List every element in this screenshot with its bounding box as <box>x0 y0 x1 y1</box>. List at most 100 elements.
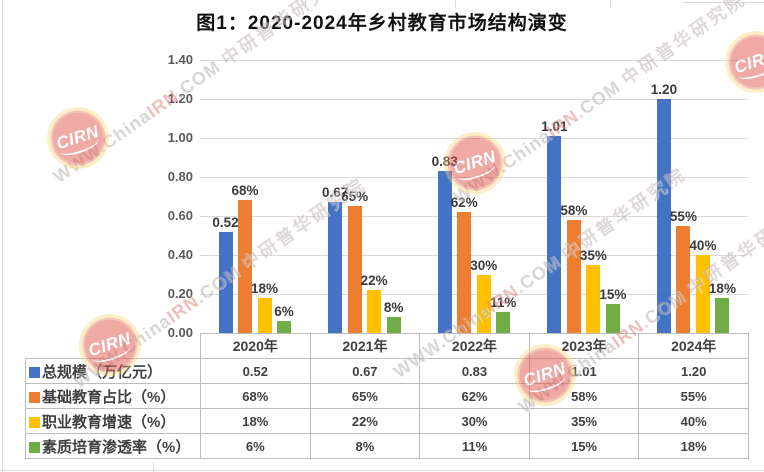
table-value-cell: 8% <box>309 433 421 459</box>
cirn-logo-text: CIRN <box>732 45 764 78</box>
bar-2020年-s1 <box>238 200 253 333</box>
bar-2020年-s2 <box>257 297 272 333</box>
data-table: 2020年 2021年 2022年 2023年 2024年总规模（万亿元） 0.52 0.6… <box>25 333 749 459</box>
series-name: 总规模（万亿元） <box>42 363 163 381</box>
bar-2024年-s2 <box>695 255 710 333</box>
table-value-cell: 6% <box>200 433 311 459</box>
table-value-cell: 62% <box>419 383 530 409</box>
y-axis-tick-label: 1.20 <box>167 91 193 106</box>
bar-value-label: 40% <box>689 238 717 253</box>
bar-value-label: 15% <box>599 286 627 302</box>
table-value-cell: 35% <box>528 408 640 434</box>
category-header: 2021年 <box>309 333 421 359</box>
table-value-cell: 15% <box>528 433 640 459</box>
legend-key-icon <box>29 366 40 378</box>
gridline <box>200 60 748 61</box>
logo-swoosh <box>57 133 101 159</box>
bar-2023年-s0 <box>547 136 562 333</box>
legend-key-icon <box>29 441 40 453</box>
bar-value-label: 68% <box>231 183 259 199</box>
bar-value-label: 1.20 <box>650 82 678 97</box>
bar-2021年-s2 <box>367 290 382 333</box>
bar-2021年-s0 <box>328 202 343 333</box>
gridline <box>200 99 748 100</box>
bar-value-label: 0.67 <box>322 185 349 201</box>
bar-2022年-s0 <box>437 171 452 333</box>
bar-2024年-s1 <box>676 225 691 333</box>
table-value-cell: 0.52 <box>200 358 311 384</box>
bar-2021年-s3 <box>386 317 401 333</box>
bar-2024年-s0 <box>656 99 671 333</box>
table-header-row: 2020年 2021年 2022年 2023年 2024年 <box>26 333 749 359</box>
bar-value-label: 11% <box>490 294 517 310</box>
table-value-cell: 0.67 <box>309 358 421 384</box>
bar-value-label: 8% <box>383 300 404 316</box>
table-value-cell: 18% <box>638 433 749 459</box>
bar-value-label: 35% <box>579 247 607 263</box>
gridline <box>200 138 748 139</box>
gridline <box>200 294 748 295</box>
series-label-cell: 基础教育占比（%） <box>25 383 201 409</box>
bar-2023年-s1 <box>566 219 581 333</box>
table-value-cell: 68% <box>200 383 311 409</box>
bar-value-label: 55% <box>669 208 697 224</box>
bar-2020年-s3 <box>277 321 292 333</box>
category-header: 2023年 <box>528 333 640 359</box>
y-axis-tick-label: 1.40 <box>167 52 193 67</box>
cirn-logo-watermark: CIRN <box>47 107 109 169</box>
gridline <box>200 255 748 256</box>
logo-swoosh <box>735 57 764 83</box>
bar-2021年-s1 <box>347 206 362 333</box>
chart-title: 图1：2020-2024年乡村教育市场结构演变 <box>196 13 568 34</box>
category-header: 2024年 <box>638 333 749 359</box>
table-row: 素质培育渗透率（%） 6% 8% 11% 15% 18% <box>25 433 749 459</box>
watermark-text-part: WWW.China <box>49 105 155 188</box>
gridline <box>200 216 748 217</box>
cirn-logo-icon: CIRN <box>725 31 764 93</box>
y-axis-tick-label: 0.00 <box>167 325 193 340</box>
table-row: 基础教育占比（%） 68% 65% 62% 58% 55% <box>25 383 749 409</box>
table-value-cell: 30% <box>419 408 530 434</box>
bar-value-label: 0.52 <box>212 214 239 230</box>
bar-2023年-s2 <box>586 264 601 333</box>
table-value-cell: 18% <box>200 408 311 434</box>
sheet-gridline <box>0 470 764 471</box>
table-value-cell: 0.83 <box>419 358 530 384</box>
bar-value-label: 30% <box>470 257 498 273</box>
bar-2022年-s1 <box>457 212 472 333</box>
y-axis-tick-label: 0.80 <box>167 169 193 184</box>
watermark-text-part: .COM <box>571 73 630 123</box>
table-value-cell: 1.20 <box>638 358 749 384</box>
series-label-cell: 职业教育增速（%） <box>25 408 201 434</box>
sheet-gridline <box>610 0 611 8</box>
bar-value-label: 18% <box>251 280 279 296</box>
sheet-gridline <box>455 0 456 8</box>
sheet-gridline <box>683 2 764 3</box>
bar-value-label: 6% <box>274 304 294 320</box>
series-name: 基础教育占比（%） <box>42 388 176 406</box>
y-axis-tick-label: 0.60 <box>167 208 193 223</box>
y-axis-tick-label: 1.00 <box>167 130 193 145</box>
sheet-gridline <box>305 0 306 8</box>
bar-value-label: 0.83 <box>431 154 458 170</box>
bar-value-label: 1.01 <box>541 119 568 135</box>
bar-value-label: 22% <box>360 273 388 289</box>
table-value-cell: 22% <box>309 408 421 434</box>
series-label-cell: 总规模（万亿元） <box>25 358 201 384</box>
table-value-cell: 1.01 <box>528 358 640 384</box>
table-value-cell: 11% <box>419 433 530 459</box>
sheet-gridline <box>2 0 3 472</box>
legend-key-icon <box>29 416 40 428</box>
bar-value-label: 58% <box>560 202 588 218</box>
category-header: 2022年 <box>419 333 530 359</box>
cirn-logo-icon: CIRN <box>47 107 109 169</box>
bar-2022年-s3 <box>496 311 511 333</box>
table-value-cell: 55% <box>638 383 749 409</box>
watermark-text: WWW.ChinaIRN.COM 中研普华研究院 <box>450 0 764 211</box>
series-name: 职业教育增速（%） <box>42 413 176 431</box>
sheet-gridline <box>153 462 154 472</box>
bar-value-label: 62% <box>450 195 478 211</box>
y-axis-tick-label: 0.20 <box>167 286 193 301</box>
cirn-logo-watermark: CIRN <box>725 31 764 93</box>
